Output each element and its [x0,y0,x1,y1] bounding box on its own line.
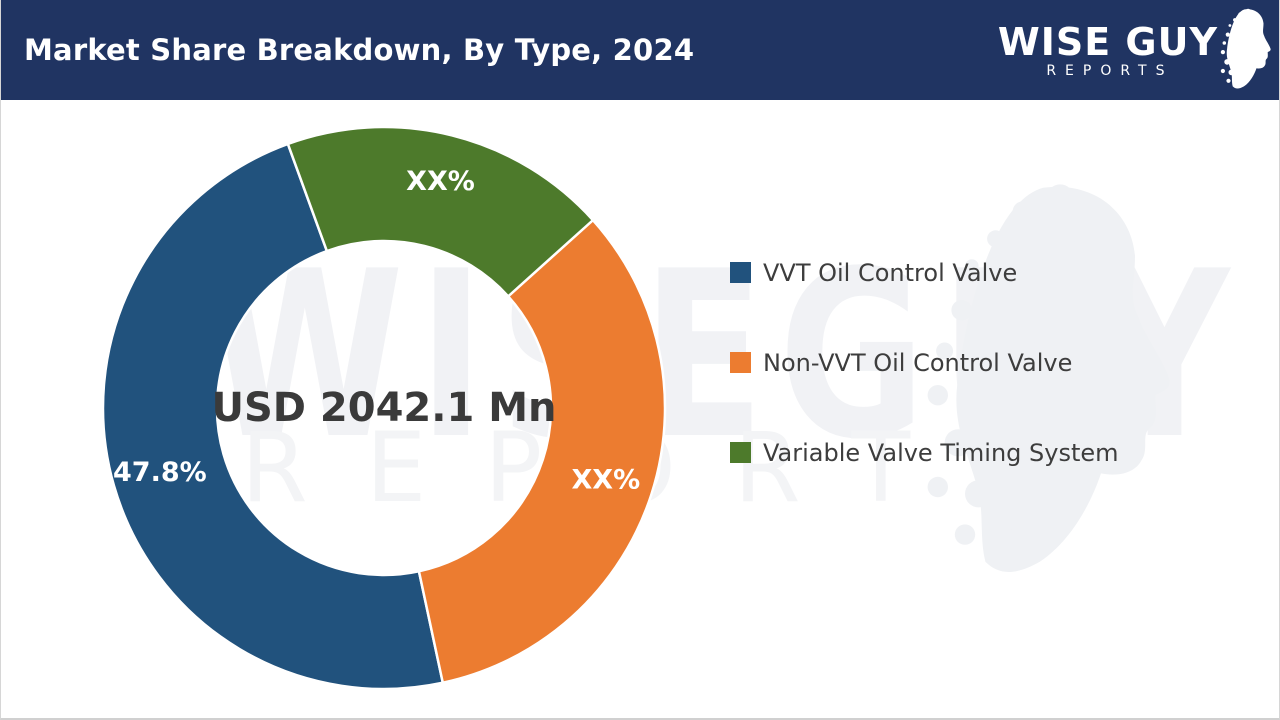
donut-slice-0 [101,142,445,691]
donut-slice-2 [286,125,595,298]
brand-logo-text: WISE GUY REPORTS [998,23,1218,78]
page-title: Market Share Breakdown, By Type, 2024 [24,33,695,67]
legend-item-2: Variable Valve Timing System [730,436,1119,469]
legend-label: VVT Oil Control Valve [763,258,1018,287]
slice-percent-label-2: XX% [406,166,475,197]
legend-swatch-icon [730,262,751,283]
legend-swatch-icon [730,352,751,373]
brand-logo: WISE GUY REPORTS [998,6,1279,94]
slice-percent-label-1: XX% [571,464,640,495]
donut-slice-1 [417,218,667,685]
chart-legend: VVT Oil Control Valve Non-VVT Oil Control… [730,256,1119,526]
donut-chart: 47.8% XX% XX% USD 2042.1 Mn [101,125,667,691]
chart-center-value: USD 2042.1 Mn [212,385,557,431]
legend-label: Non-VVT Oil Control Valve [763,348,1073,377]
face-dots-icon [1220,8,1271,89]
slice-percent-label-0: 47.8% [113,457,207,488]
header-bar: Market Share Breakdown, By Type, 2024 WI… [1,0,1279,100]
legend-label: Variable Valve Timing System [763,438,1119,467]
legend-swatch-icon [730,442,751,463]
brand-name: WISE GUY [997,19,1218,64]
legend-item-1: Non-VVT Oil Control Valve [730,346,1119,379]
brand-subtitle: REPORTS [1046,62,1174,79]
legend-item-0: VVT Oil Control Valve [730,256,1119,289]
